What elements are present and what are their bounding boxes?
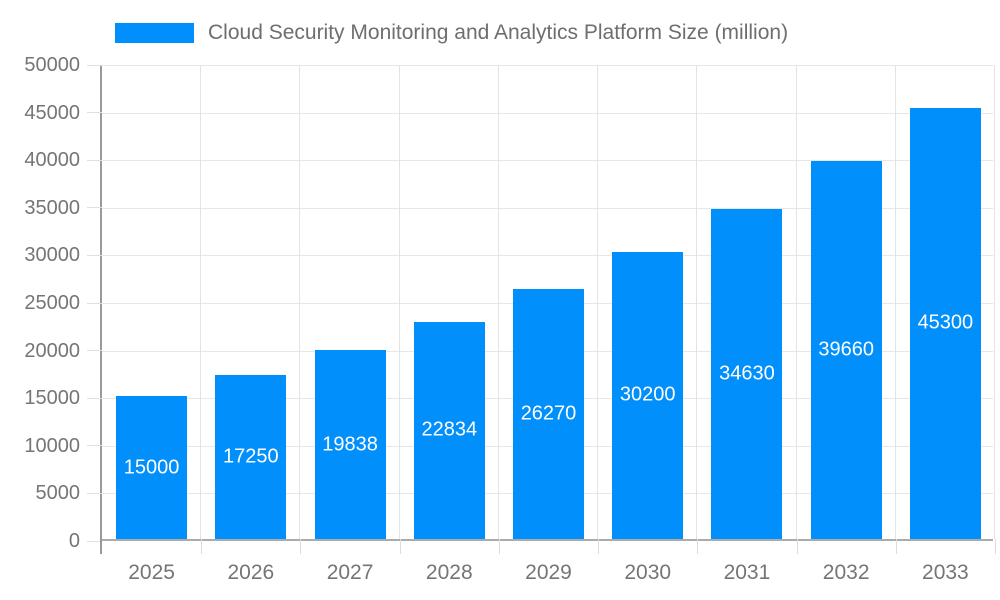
bar-value-label: 45300	[917, 311, 974, 334]
y-tick-mark	[87, 492, 102, 494]
y-axis-tick-label: 25000	[24, 292, 80, 314]
gridline-v	[696, 65, 698, 539]
bar-value-label: 19838	[322, 433, 378, 456]
x-tick-mark	[895, 539, 897, 554]
x-axis-tick-label: 2032	[822, 561, 870, 584]
y-tick-mark	[87, 64, 102, 66]
y-axis-tick-label: 40000	[24, 149, 80, 172]
gridline-h	[102, 65, 993, 66]
y-axis-tick-label: 10000	[24, 434, 80, 457]
legend-item[interactable]: Cloud Security Monitoring and Analytics …	[115, 20, 788, 46]
x-tick-mark	[598, 539, 600, 554]
x-axis-tick-label: 2027	[326, 561, 374, 584]
y-axis-tick-label: 45000	[24, 101, 80, 124]
bar-value-label: 34630	[719, 362, 775, 385]
x-axis-tick-label: 2033	[922, 561, 969, 584]
y-tick-mark	[87, 207, 102, 209]
plot-area: 0 5000 10000 15000 20000 25000 30000 35000 40000…	[24, 54, 996, 584]
y-axis-tick-label: 5000	[35, 482, 81, 505]
bar-value-label: 22834	[421, 418, 478, 441]
x-axis-tick-label: 2031	[723, 561, 771, 584]
gridline-v	[894, 65, 896, 539]
y-tick-mark	[87, 112, 102, 114]
bar-value-label: 26270	[520, 402, 577, 425]
y-tick-mark	[87, 159, 102, 161]
y-tick-mark	[87, 445, 102, 447]
bar[interactable]: 30200	[612, 251, 684, 539]
legend-label: Cloud Security Monitoring and Analytics …	[208, 21, 789, 44]
y-axis-tick-label: 30000	[24, 244, 80, 267]
gridline-h	[102, 255, 993, 257]
gridline-v	[200, 65, 202, 539]
gridline-h	[102, 207, 993, 209]
bar[interactable]: 17250	[215, 374, 287, 539]
bar[interactable]: 22834	[413, 321, 485, 539]
x-tick-mark	[995, 539, 996, 554]
bar[interactable]: 15000	[116, 396, 188, 539]
y-axis-tick-label: 35000	[24, 196, 80, 219]
bar-value-label: 30200	[619, 383, 676, 406]
x-axis-tick-label: 2028	[425, 561, 473, 584]
y-axis-tick-label: 15000	[24, 387, 80, 410]
x-axis-tick-label: 2030	[624, 561, 672, 584]
bar[interactable]: 39660	[810, 161, 882, 539]
x-tick-mark	[300, 539, 302, 554]
y-tick-mark	[87, 397, 102, 399]
x-tick-mark	[100, 539, 102, 554]
bar[interactable]: 19838	[314, 350, 386, 539]
gridline-v	[994, 65, 995, 539]
gridline-v	[795, 65, 797, 539]
bar[interactable]: 34630	[711, 209, 783, 539]
bar-value-label: 15000	[123, 456, 180, 479]
gridline-v	[398, 65, 400, 539]
bar[interactable]: 45300	[909, 107, 981, 539]
y-tick-mark	[87, 302, 102, 304]
x-tick-mark	[697, 539, 699, 554]
gridline-h	[102, 112, 993, 114]
x-axis-tick-label: 2029	[525, 561, 572, 584]
x-tick-mark	[498, 539, 500, 554]
y-axis-tick-label: 0	[68, 530, 80, 552]
y-tick-mark	[87, 540, 102, 542]
gridline-v	[299, 65, 301, 539]
x-tick-mark	[399, 539, 401, 554]
x-tick-mark	[796, 539, 798, 554]
bar-value-label: 39660	[818, 338, 874, 361]
bar[interactable]: 26270	[513, 288, 584, 539]
y-axis-tick-label: 20000	[24, 339, 80, 362]
y-tick-mark	[87, 254, 102, 256]
bar-value-label: 17250	[223, 445, 279, 468]
gridline-v	[497, 65, 499, 539]
x-tick-mark	[201, 539, 203, 554]
x-axis-tick-label: 2026	[227, 561, 275, 584]
y-tick-mark	[87, 350, 102, 352]
x-axis-tick-label: 2025	[128, 561, 175, 584]
gridline-h	[102, 160, 993, 162]
y-axis-tick-label: 50000	[24, 54, 80, 76]
legend-swatch	[115, 23, 194, 43]
gridline-v	[597, 65, 599, 539]
